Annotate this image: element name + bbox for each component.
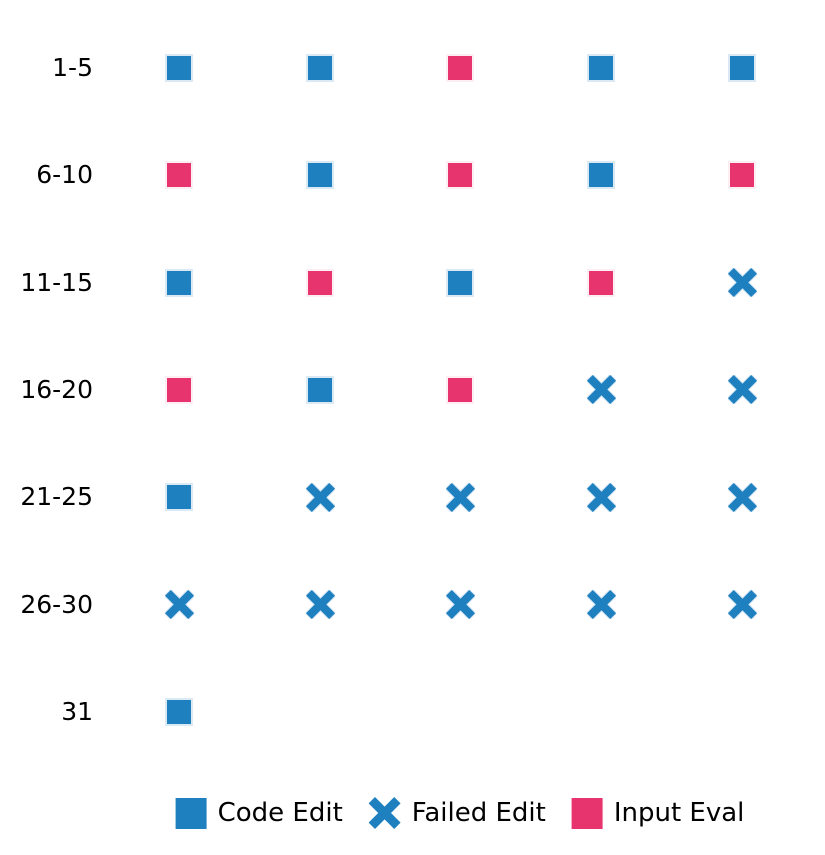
failed-edit-x-marker (445, 590, 475, 619)
input-eval-square-marker (306, 268, 334, 297)
failed-edit-x-marker (586, 482, 616, 512)
code-edit-square-marker (306, 54, 334, 82)
failed-edit-x-marker (727, 375, 757, 405)
legend-item-code-edit: Code Edit (175, 797, 343, 829)
code-edit-square-icon (175, 797, 207, 829)
code-edit-square-marker (306, 375, 334, 404)
code-edit-square-marker (306, 161, 334, 190)
input-eval-square-marker (446, 375, 474, 404)
row-label-11-15: 11-15 (20, 267, 93, 297)
code-edit-square-marker (165, 697, 193, 726)
input-eval-square-marker (165, 161, 193, 190)
failed-edit-x-marker (727, 590, 757, 619)
failed-edit-x-marker (727, 268, 757, 298)
code-edit-square-marker (165, 268, 193, 297)
failed-edit-x-marker (164, 590, 194, 619)
input-eval-square-marker (446, 54, 474, 82)
failed-edit-x-marker (305, 590, 335, 619)
code-edit-square-marker (587, 161, 615, 190)
input-eval-square-marker (165, 375, 193, 404)
failed-edit-x-marker (445, 482, 475, 512)
failed-edit-x-marker (586, 375, 616, 405)
input-eval-square-marker (446, 161, 474, 190)
legend-label-input-eval: Input Eval (613, 798, 745, 828)
code-edit-square-marker (587, 54, 615, 82)
row-label-21-25: 21-25 (20, 482, 93, 512)
legend-item-failed-edit: Failed Edit (368, 797, 546, 829)
row-label-1-5: 1-5 (52, 53, 93, 82)
code-edit-square-marker (165, 483, 193, 512)
legend-item-input-eval: Input Eval (571, 797, 745, 829)
row-label-16-20: 16-20 (20, 374, 93, 404)
chart-legend: Code Edit Failed Edit Input Eval (175, 797, 745, 829)
row-label-31: 31 (61, 696, 93, 726)
row-label-6-10: 6-10 (36, 160, 93, 190)
failed-edit-x-marker (368, 797, 401, 829)
failed-edit-x-marker (305, 482, 335, 512)
input-eval-square-marker (571, 797, 603, 829)
code-edit-square-marker (446, 268, 474, 297)
code-edit-square-marker (728, 54, 756, 82)
failed-edit-x-marker (586, 590, 616, 619)
failed-edit-x-icon (368, 797, 401, 829)
legend-label-code-edit: Code Edit (217, 798, 343, 828)
input-eval-square-marker (587, 268, 615, 297)
code-edit-square-marker (175, 797, 207, 829)
input-eval-square-marker (728, 161, 756, 190)
legend-label-failed-edit: Failed Edit (411, 798, 546, 828)
input-eval-square-icon (571, 797, 603, 829)
failed-edit-x-marker (727, 482, 757, 512)
row-label-26-30: 26-30 (20, 589, 93, 619)
code-edit-square-marker (165, 54, 193, 82)
